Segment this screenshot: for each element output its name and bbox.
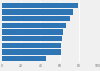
Bar <box>2 16 70 21</box>
Bar <box>2 23 66 28</box>
Bar <box>2 56 46 61</box>
Bar <box>2 9 73 15</box>
Bar <box>2 36 62 41</box>
Bar <box>2 49 61 55</box>
Bar <box>2 29 63 35</box>
Bar <box>2 43 61 48</box>
Bar <box>2 3 78 8</box>
